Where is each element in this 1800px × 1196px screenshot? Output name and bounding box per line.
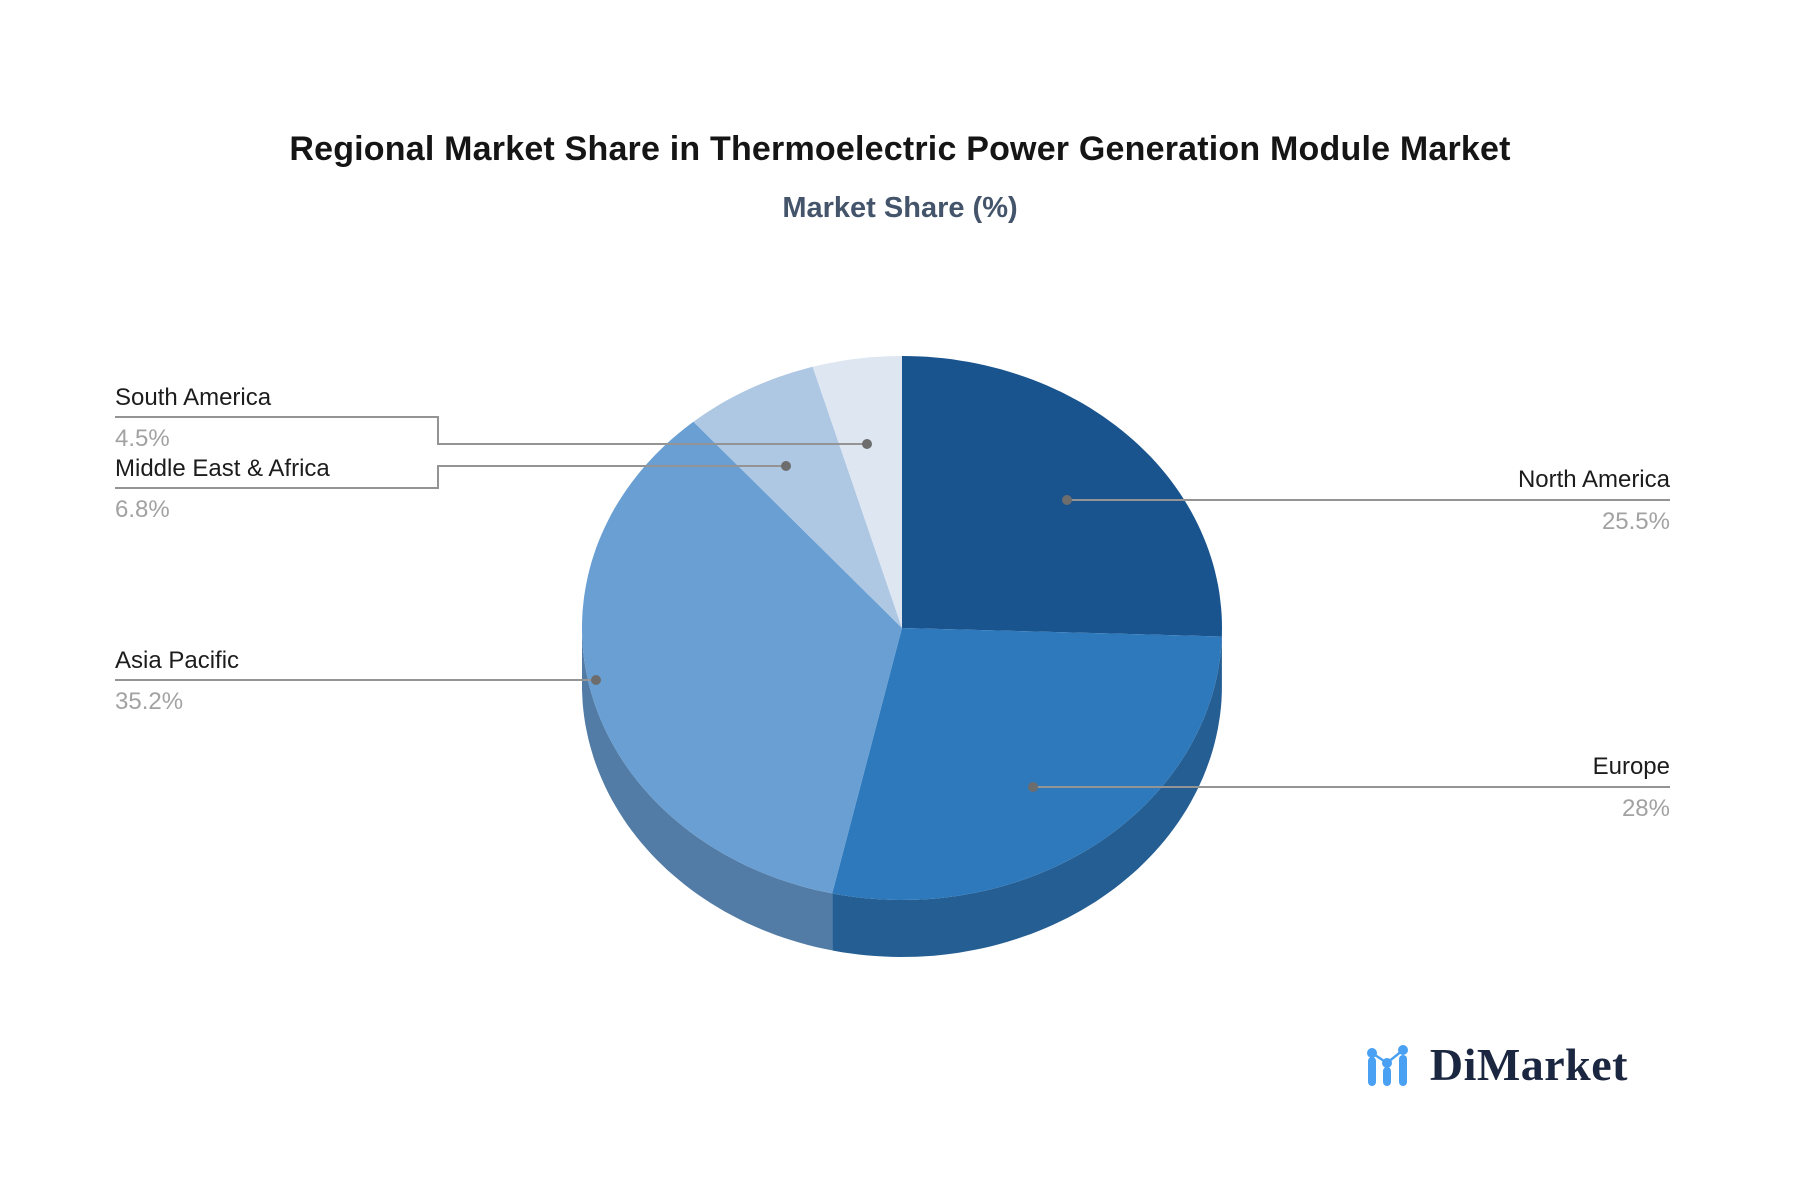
pie-slice-north-america [902,356,1222,637]
callout-dot-north-america [1062,495,1072,505]
slice-label-middle-east-africa: Middle East & Africa [115,455,330,482]
callout-dot-asia-pacific [591,675,601,685]
chart-subtitle: Market Share (%) [782,192,1018,224]
chart-title: Regional Market Share in Thermoelectric … [289,130,1511,168]
bar-line-chart-icon [1366,1044,1408,1086]
slice-pct-europe: 28% [1621,795,1670,822]
logo: DiMarket [1364,1038,1628,1091]
slice-pct-asia-pacific: 35.2% [115,688,184,715]
pie-slice-middle-east-africa [693,366,902,628]
slice-label-asia-pacific: Asia Pacific [115,647,240,674]
callout-dot-south-america [862,439,872,449]
callout-dot-middle-east-africa [781,461,791,471]
callout-line-middle-east-africa [115,465,786,489]
slice-pct-north-america: 25.5% [1601,508,1670,535]
slice-label-south-america: South America [115,384,272,411]
slice-label-north-america: North America [1517,466,1670,493]
logo-text: DiMarket [1429,1039,1628,1090]
pie-slice-rim-europe [832,636,1222,957]
slice-pct-middle-east-africa: 6.8% [115,496,170,523]
slice-pct-south-america: 4.5% [115,425,170,452]
callout-line-south-america [115,416,867,445]
callout-dot-europe [1028,782,1038,792]
pie-slice-south-america [812,356,902,628]
pie-slice-rim-asia-pacific [582,628,833,951]
pie-slice-europe [832,628,1222,900]
pie-slice-asia-pacific [582,421,902,894]
slice-label-europe: Europe [1592,753,1670,780]
